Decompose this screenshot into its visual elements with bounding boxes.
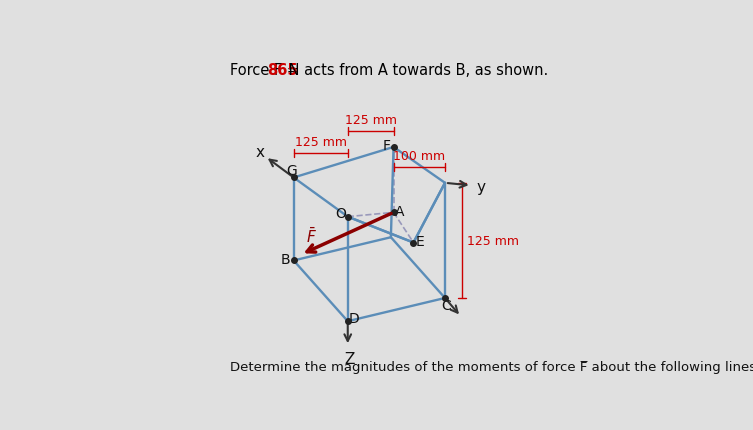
Text: 865: 865 xyxy=(267,63,298,78)
Text: 125 mm: 125 mm xyxy=(294,136,346,149)
Text: Determine the magnitudes of the moments of force F̅ about the following lines in: Determine the magnitudes of the moments … xyxy=(230,360,753,373)
Text: B: B xyxy=(281,253,291,267)
Text: x: x xyxy=(256,145,265,160)
Text: 100 mm: 100 mm xyxy=(393,150,445,163)
Text: $\bar{F}$: $\bar{F}$ xyxy=(306,227,317,246)
Text: Force F̅ =: Force F̅ = xyxy=(230,63,303,78)
Text: E: E xyxy=(416,234,425,248)
Text: Z: Z xyxy=(344,351,355,366)
Text: C: C xyxy=(441,298,451,313)
Text: 125 mm: 125 mm xyxy=(467,234,519,247)
Text: F: F xyxy=(383,139,390,153)
Text: A: A xyxy=(395,204,404,218)
Text: 125 mm: 125 mm xyxy=(345,114,397,127)
Text: O: O xyxy=(335,207,346,221)
Text: N acts from A towards B, as shown.: N acts from A towards B, as shown. xyxy=(284,63,548,78)
Text: D: D xyxy=(349,311,359,325)
Text: G: G xyxy=(287,164,297,178)
Text: y: y xyxy=(477,179,486,194)
